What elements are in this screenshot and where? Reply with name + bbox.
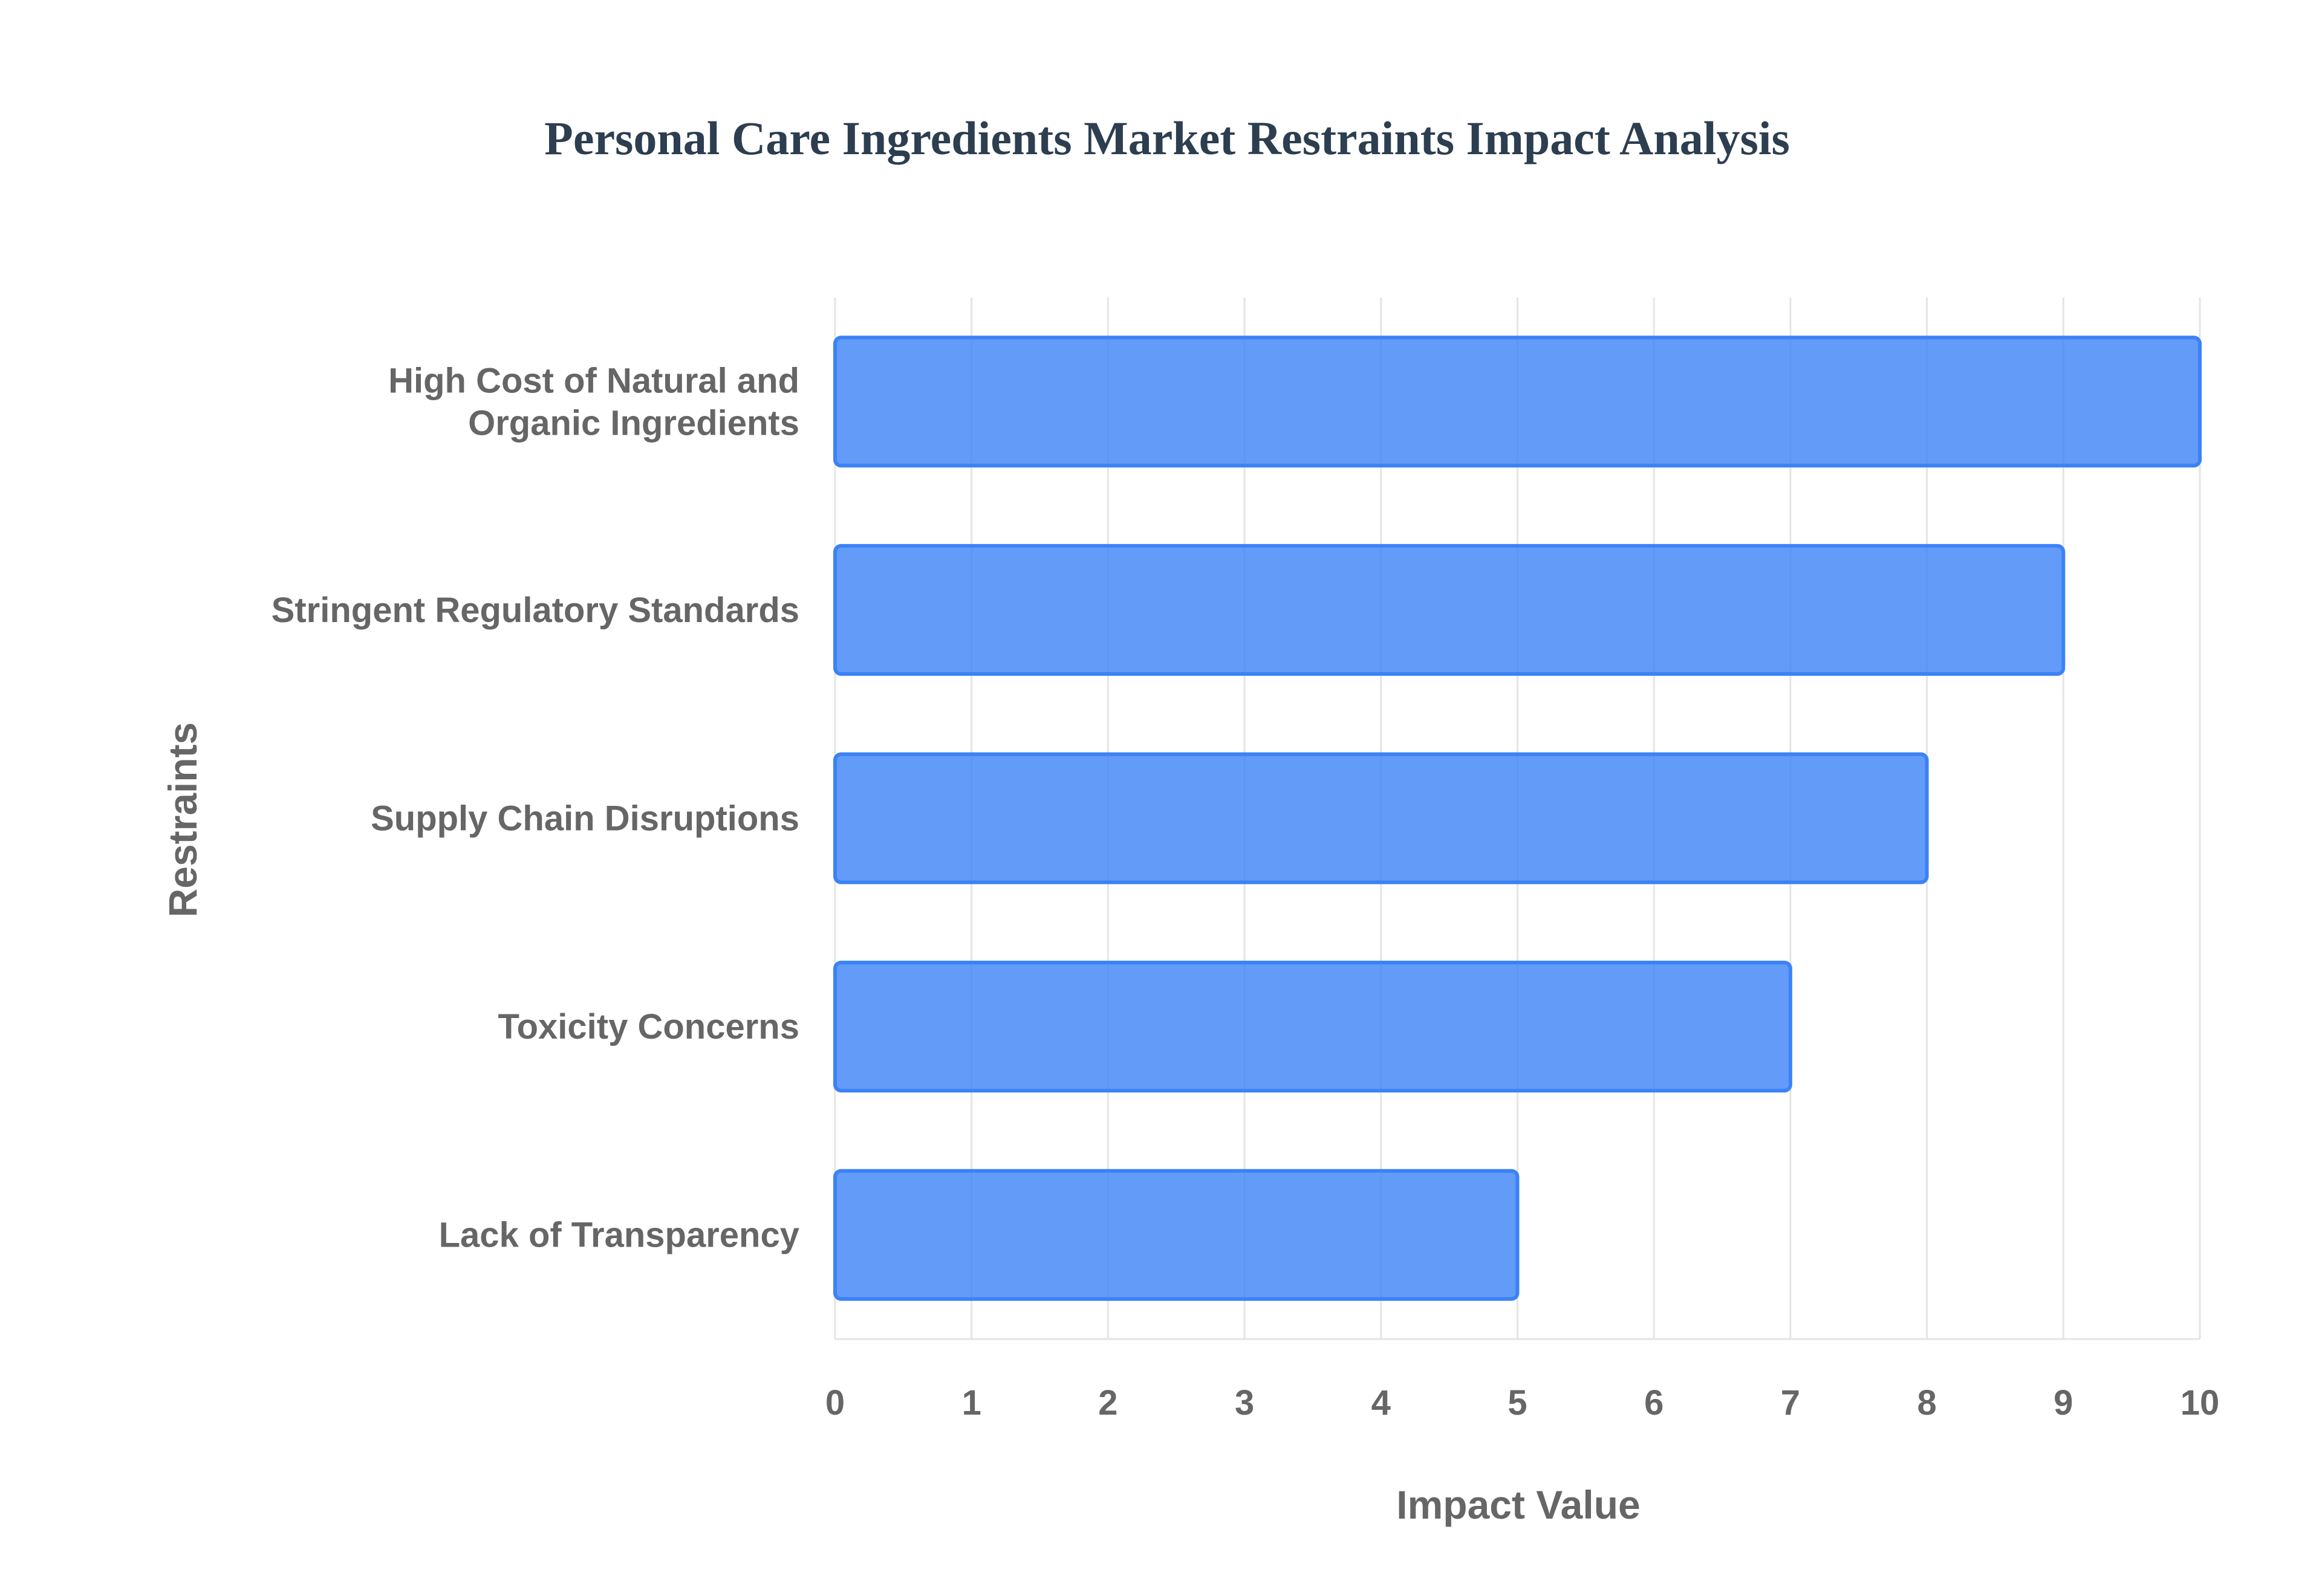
- x-tick-label: 7: [1781, 1383, 1800, 1422]
- bars: [833, 336, 2202, 1301]
- chart-title: Personal Care Ingredients Market Restrai…: [544, 112, 1790, 164]
- x-tick-label: 5: [1507, 1383, 1527, 1422]
- bar: [833, 752, 1929, 884]
- x-tick-label: 10: [2181, 1383, 2220, 1422]
- y-category-label: Toxicity Concerns: [498, 1007, 800, 1046]
- bar: [833, 336, 2202, 468]
- x-axis-ticks: 0 1 2 3 4 5 6 7 8 9 10: [825, 1383, 2219, 1422]
- bar: [833, 543, 2066, 676]
- y-category-label: Organic Ingredients: [468, 403, 799, 443]
- y-category-label: Lack of Transparency: [439, 1216, 799, 1255]
- x-tick-label: 9: [2054, 1383, 2073, 1422]
- x-tick-label: 4: [1371, 1383, 1391, 1422]
- x-tick-label: 1: [962, 1383, 981, 1422]
- y-category-label: Supply Chain Disruptions: [371, 799, 799, 839]
- bar: [833, 1169, 1520, 1301]
- x-tick-label: 6: [1644, 1383, 1663, 1422]
- x-tick-label: 0: [825, 1383, 845, 1422]
- y-category-label: High Cost of Natural and: [388, 361, 799, 400]
- bar: [833, 961, 1792, 1093]
- y-category-label: Stringent Regulatory Standards: [272, 591, 799, 630]
- x-tick-label: 2: [1098, 1383, 1117, 1422]
- x-axis-title: Impact Value: [1396, 1482, 1641, 1527]
- x-tick-label: 3: [1235, 1383, 1254, 1422]
- x-tick-label: 8: [1917, 1383, 1936, 1422]
- y-axis-title: Restraints: [160, 722, 205, 918]
